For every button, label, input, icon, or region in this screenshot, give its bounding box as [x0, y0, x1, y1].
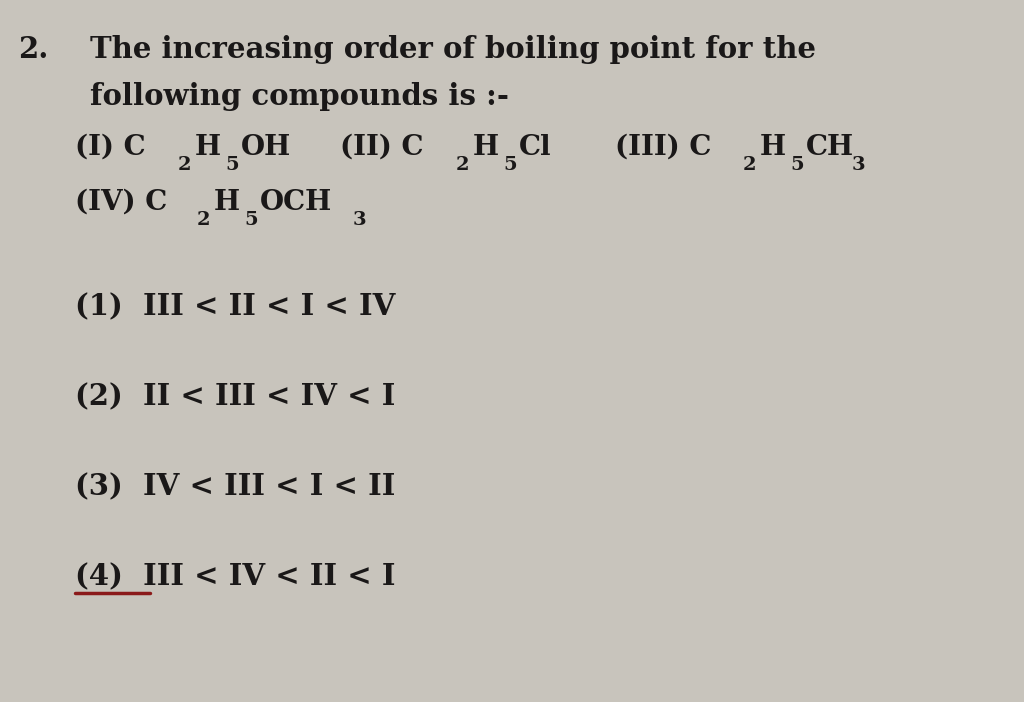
Text: OCH: OCH: [260, 189, 332, 216]
Text: (2)  II < III < IV < I: (2) II < III < IV < I: [75, 382, 395, 411]
Text: (IV) C: (IV) C: [75, 189, 167, 216]
Text: 2: 2: [456, 156, 469, 174]
Text: following compounds is :-: following compounds is :-: [90, 82, 509, 111]
Text: Cl: Cl: [519, 134, 552, 161]
Text: OH: OH: [241, 134, 291, 161]
Text: (1)  III < II < I < IV: (1) III < II < I < IV: [75, 292, 395, 321]
Text: (4)  III < IV < II < I: (4) III < IV < II < I: [75, 562, 395, 591]
Text: H: H: [214, 189, 240, 216]
Text: 5: 5: [225, 156, 239, 174]
Text: H: H: [473, 134, 499, 161]
Text: (III) C: (III) C: [615, 134, 712, 161]
Text: 2: 2: [197, 211, 211, 229]
Text: 5: 5: [244, 211, 258, 229]
Text: 2: 2: [178, 156, 191, 174]
Text: H: H: [195, 134, 221, 161]
Text: 2: 2: [743, 156, 757, 174]
Text: CH: CH: [806, 134, 854, 161]
Text: (II) C: (II) C: [340, 134, 424, 161]
Text: 3: 3: [852, 156, 865, 174]
Text: (I) C: (I) C: [75, 134, 145, 161]
Text: 3: 3: [353, 211, 367, 229]
Text: 5: 5: [503, 156, 517, 174]
Text: 2.: 2.: [18, 35, 48, 64]
Text: (3)  IV < III < I < II: (3) IV < III < I < II: [75, 472, 395, 501]
Text: H: H: [760, 134, 786, 161]
Text: The increasing order of boiling point for the: The increasing order of boiling point fo…: [90, 35, 816, 64]
Text: 5: 5: [790, 156, 804, 174]
